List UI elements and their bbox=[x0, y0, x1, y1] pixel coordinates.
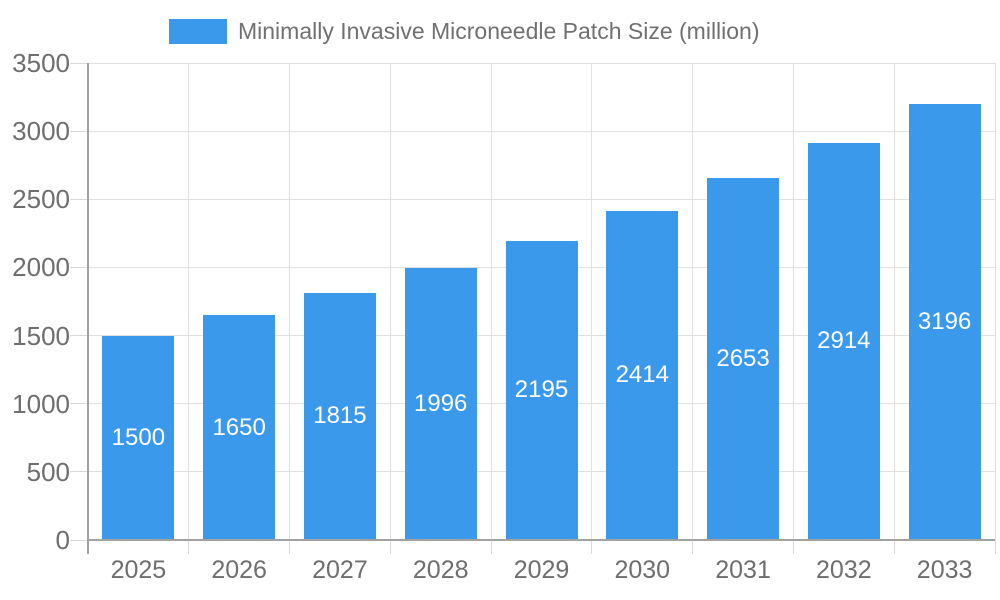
y-tick-label: 2500 bbox=[12, 184, 70, 215]
bar bbox=[303, 292, 376, 540]
x-tick-label: 2027 bbox=[312, 556, 368, 584]
legend-label: Minimally Invasive Microneedle Patch Siz… bbox=[238, 18, 760, 44]
x-tick bbox=[893, 540, 895, 554]
x-gridline bbox=[289, 63, 291, 540]
y-gridline bbox=[88, 130, 995, 132]
y-tick bbox=[70, 198, 88, 200]
legend: Minimally Invasive Microneedle Patch Siz… bbox=[169, 18, 760, 45]
y-tick-label: 0 bbox=[55, 525, 70, 555]
bar bbox=[404, 267, 477, 540]
x-tick-label: 2033 bbox=[916, 556, 973, 584]
x-tick bbox=[994, 540, 996, 554]
x-tick bbox=[490, 540, 492, 554]
x-tick-label: 2025 bbox=[110, 556, 167, 584]
x-gridline bbox=[692, 63, 694, 540]
legend-swatch bbox=[169, 19, 227, 44]
bar bbox=[707, 178, 780, 540]
x-tick bbox=[389, 540, 391, 554]
x-tick-label: 2031 bbox=[715, 556, 771, 584]
bar bbox=[505, 240, 578, 540]
x-tick bbox=[692, 540, 694, 554]
x-gridline bbox=[389, 63, 391, 540]
x-gridline bbox=[490, 63, 492, 540]
bar-value-label: 3196 bbox=[917, 308, 972, 336]
x-tick bbox=[188, 540, 190, 554]
bar bbox=[102, 335, 175, 540]
bar-value-label: 2414 bbox=[615, 361, 669, 389]
y-tick-label: 2000 bbox=[12, 252, 70, 283]
x-tick bbox=[591, 540, 593, 554]
bar bbox=[203, 315, 276, 540]
x-tick-label: 2026 bbox=[211, 556, 267, 584]
bar bbox=[807, 142, 880, 540]
x-tick-label: 2029 bbox=[513, 556, 570, 584]
x-tick-label: 2030 bbox=[614, 556, 671, 584]
x-tick bbox=[792, 540, 794, 554]
bar bbox=[908, 104, 981, 540]
y-tick bbox=[70, 130, 88, 132]
bar-value-label: 1650 bbox=[212, 413, 266, 441]
y-tick bbox=[70, 266, 88, 268]
bar-value-label: 1815 bbox=[313, 402, 367, 430]
y-tick bbox=[70, 62, 88, 64]
x-gridline bbox=[188, 63, 190, 540]
x-gridline bbox=[994, 63, 996, 540]
x-tick-label: 2028 bbox=[412, 556, 469, 584]
bar-value-label: 2195 bbox=[514, 376, 569, 404]
x-gridline bbox=[792, 63, 794, 540]
x-gridline bbox=[893, 63, 895, 540]
x-axis-line bbox=[87, 539, 995, 541]
y-tick-label: 3500 bbox=[12, 48, 70, 78]
x-tick-label: 2032 bbox=[816, 556, 872, 584]
y-gridline bbox=[88, 198, 995, 200]
bar bbox=[606, 211, 679, 540]
bar-value-label: 2653 bbox=[716, 345, 770, 373]
y-axis-line bbox=[87, 63, 89, 554]
y-tick-label: 3000 bbox=[12, 116, 70, 147]
x-tick bbox=[289, 540, 291, 554]
bar-value-label: 2914 bbox=[817, 327, 871, 355]
y-tick-label: 1500 bbox=[12, 320, 70, 351]
bar-value-label: 1500 bbox=[111, 423, 166, 451]
y-tick bbox=[70, 539, 88, 541]
bar-value-label: 1996 bbox=[414, 389, 468, 417]
y-tick-label: 500 bbox=[26, 456, 70, 487]
y-tick bbox=[70, 335, 88, 337]
y-tick bbox=[70, 403, 88, 405]
y-gridline bbox=[88, 62, 995, 64]
y-tick-label: 1000 bbox=[12, 388, 70, 419]
x-gridline bbox=[591, 63, 593, 540]
y-tick bbox=[70, 471, 88, 473]
